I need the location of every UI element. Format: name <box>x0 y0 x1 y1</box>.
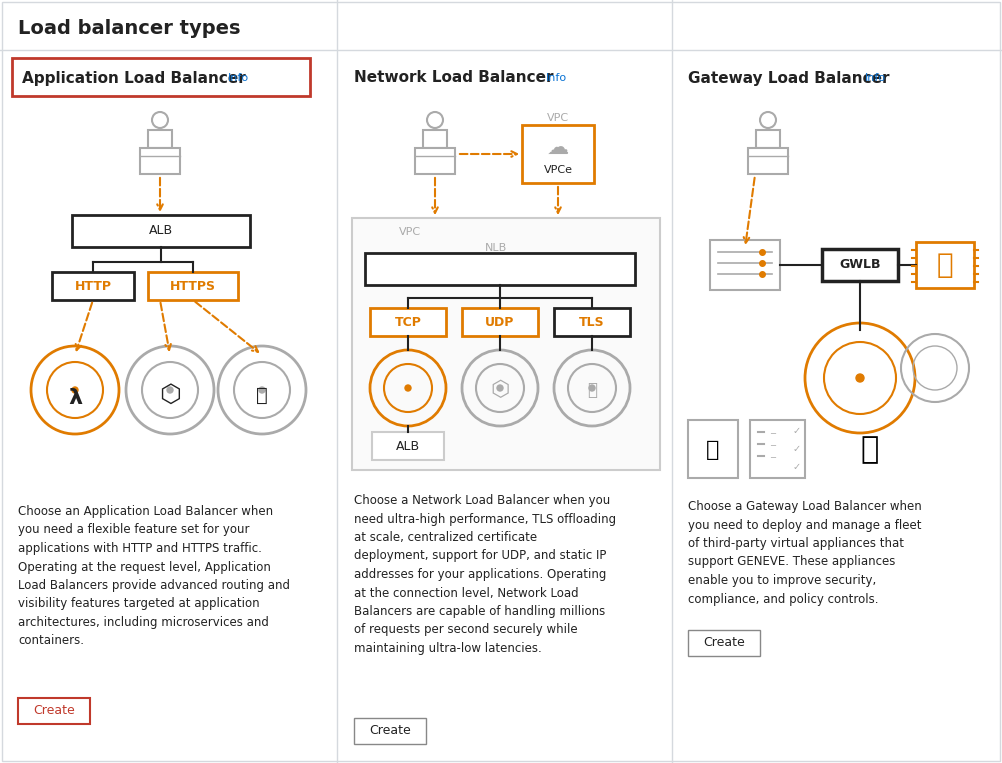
FancyBboxPatch shape <box>370 308 446 336</box>
FancyBboxPatch shape <box>140 148 180 174</box>
Text: Network Load Balancer: Network Load Balancer <box>354 70 553 85</box>
FancyBboxPatch shape <box>710 240 780 290</box>
FancyBboxPatch shape <box>352 218 660 470</box>
FancyBboxPatch shape <box>148 130 172 148</box>
FancyBboxPatch shape <box>554 308 630 336</box>
Text: Choose a Network Load Balancer when you
need ultra-high performance, TLS offload: Choose a Network Load Balancer when you … <box>354 494 616 655</box>
Text: ⬜: ⬜ <box>937 251 953 279</box>
FancyBboxPatch shape <box>756 130 780 148</box>
Circle shape <box>259 387 265 393</box>
Circle shape <box>497 385 503 391</box>
FancyBboxPatch shape <box>354 718 426 744</box>
Text: 🔒: 🔒 <box>706 440 719 460</box>
Text: HTTPS: HTTPS <box>170 279 216 292</box>
FancyBboxPatch shape <box>372 432 444 460</box>
FancyBboxPatch shape <box>522 125 594 183</box>
Text: ALB: ALB <box>149 224 173 237</box>
Text: ALB: ALB <box>396 439 420 452</box>
Text: Gateway Load Balancer: Gateway Load Balancer <box>688 70 890 85</box>
Text: Create: Create <box>703 636 744 649</box>
Text: TCP: TCP <box>395 315 422 329</box>
FancyBboxPatch shape <box>748 148 788 174</box>
Text: Info: Info <box>865 73 886 83</box>
FancyBboxPatch shape <box>148 272 238 300</box>
Text: Application Load Balancer: Application Load Balancer <box>22 70 245 85</box>
Text: Load balancer types: Load balancer types <box>18 18 240 37</box>
Text: Create: Create <box>369 725 411 738</box>
Text: VPC: VPC <box>547 113 569 123</box>
Text: Choose an Application Load Balancer when
you need a flexible feature set for you: Choose an Application Load Balancer when… <box>18 505 290 648</box>
FancyBboxPatch shape <box>423 130 447 148</box>
Text: ─: ─ <box>770 440 775 449</box>
Text: Info: Info <box>546 73 567 83</box>
Text: ⬜: ⬜ <box>587 381 597 399</box>
FancyBboxPatch shape <box>462 308 538 336</box>
Text: Info: Info <box>228 73 249 83</box>
FancyBboxPatch shape <box>916 242 974 288</box>
Text: VPCe: VPCe <box>543 165 572 175</box>
FancyBboxPatch shape <box>12 58 310 96</box>
FancyBboxPatch shape <box>750 420 805 478</box>
Circle shape <box>589 385 595 391</box>
FancyBboxPatch shape <box>52 272 134 300</box>
Circle shape <box>167 387 173 393</box>
Text: ⬡: ⬡ <box>159 383 181 407</box>
Text: ─: ─ <box>770 429 775 437</box>
Text: Choose a Gateway Load Balancer when
you need to deploy and manage a fleet
of thi: Choose a Gateway Load Balancer when you … <box>688 500 922 606</box>
Text: ─: ─ <box>770 452 775 462</box>
Text: VPC: VPC <box>399 227 421 237</box>
Text: UDP: UDP <box>485 315 515 329</box>
Text: ⬡: ⬡ <box>490 380 510 400</box>
Text: ✓
✓
✓: ✓ ✓ ✓ <box>793 426 801 472</box>
Circle shape <box>72 387 78 393</box>
Text: ☁: ☁ <box>547 138 569 158</box>
Text: GWLB: GWLB <box>840 259 881 272</box>
Text: HTTP: HTTP <box>74 279 111 292</box>
Circle shape <box>856 374 864 382</box>
FancyBboxPatch shape <box>688 630 760 656</box>
Text: NLB: NLB <box>485 243 507 253</box>
Text: λ: λ <box>68 388 82 408</box>
FancyBboxPatch shape <box>688 420 738 478</box>
FancyBboxPatch shape <box>365 253 635 285</box>
FancyBboxPatch shape <box>72 215 250 247</box>
FancyBboxPatch shape <box>822 249 898 281</box>
Text: ⬜: ⬜ <box>257 385 268 404</box>
FancyBboxPatch shape <box>18 698 90 724</box>
FancyBboxPatch shape <box>415 148 455 174</box>
Text: 🔥: 🔥 <box>861 436 879 465</box>
Circle shape <box>405 385 411 391</box>
Text: TLS: TLS <box>579 315 605 329</box>
Text: Create: Create <box>33 704 75 717</box>
